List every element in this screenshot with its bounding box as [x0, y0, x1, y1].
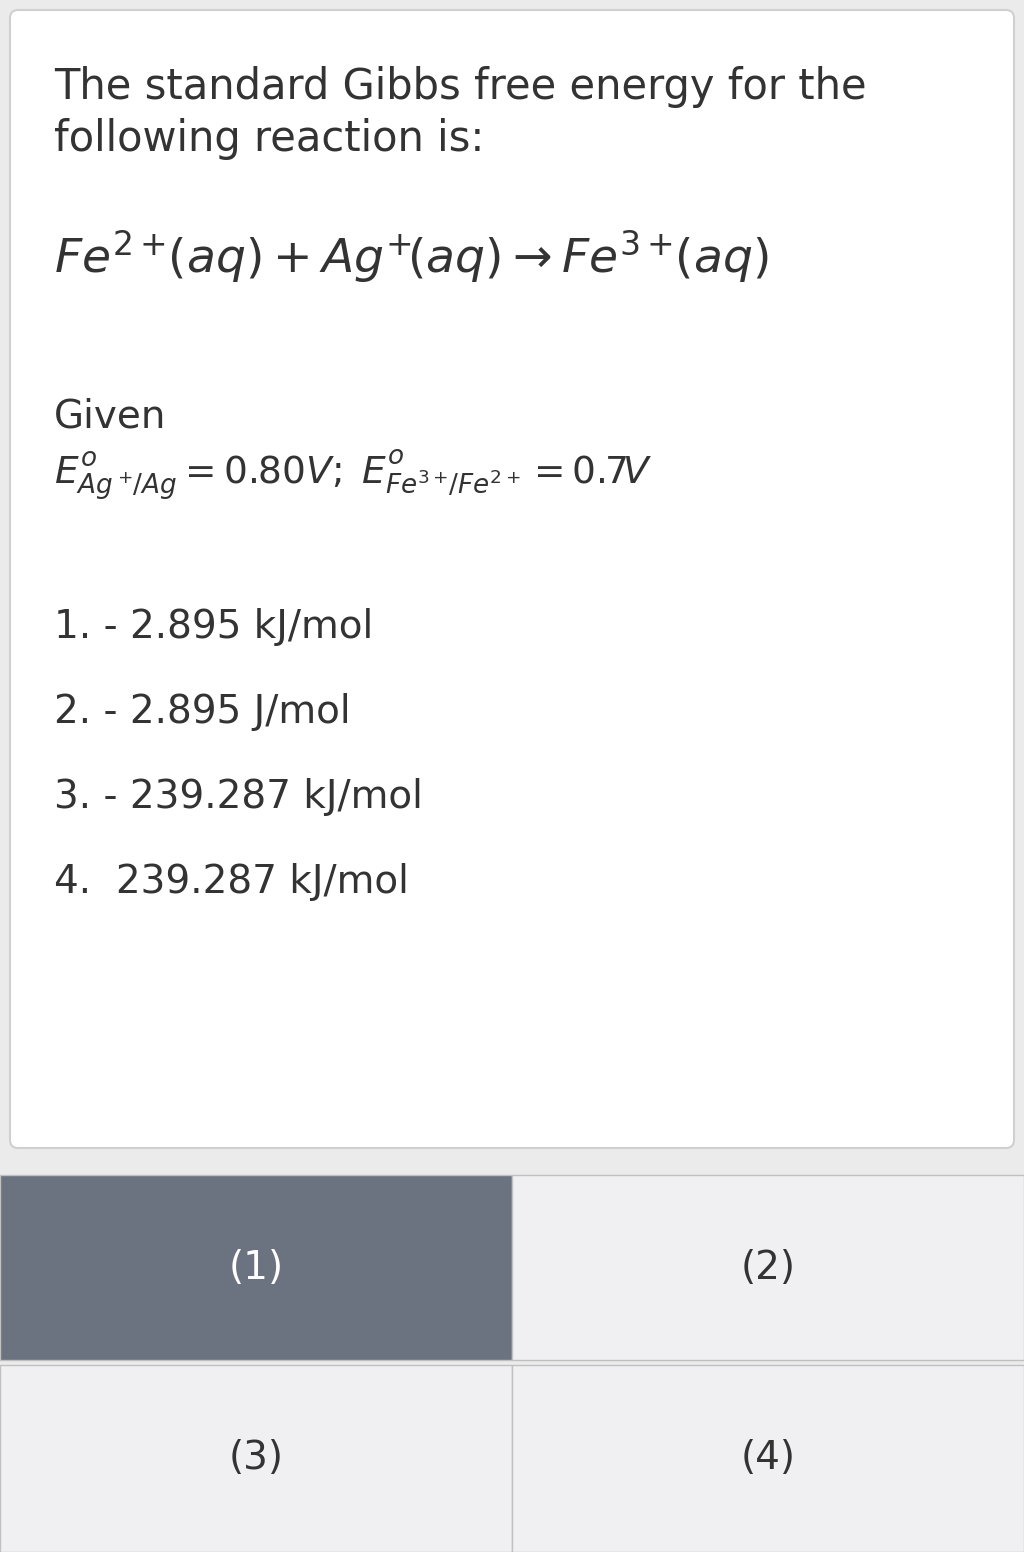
Text: 1. - 2.895 kJ/mol: 1. - 2.895 kJ/mol	[54, 608, 374, 646]
Text: (1): (1)	[228, 1248, 284, 1287]
Text: following reaction is:: following reaction is:	[54, 118, 484, 160]
Bar	[512, 1366, 1024, 1552]
Text: 2. - 2.895 J/mol: 2. - 2.895 J/mol	[54, 694, 350, 731]
Bar	[0, 1366, 512, 1552]
Text: $\mathit{Fe}^{2+}\!(aq) + \mathit{Ag}^{+}\!(aq) \rightarrow \mathit{Fe}^{3+}\!(a: $\mathit{Fe}^{2+}\!(aq) + \mathit{Ag}^{+…	[54, 228, 768, 286]
Bar	[512, 1175, 1024, 1360]
Text: The standard Gibbs free energy for the: The standard Gibbs free energy for the	[54, 67, 866, 109]
Text: 3. - 239.287 kJ/mol: 3. - 239.287 kJ/mol	[54, 778, 423, 816]
Text: Given: Given	[54, 397, 166, 436]
Text: (4): (4)	[740, 1440, 796, 1478]
FancyBboxPatch shape	[10, 9, 1014, 1148]
Text: 4.  239.287 kJ/mol: 4. 239.287 kJ/mol	[54, 863, 409, 902]
Bar	[0, 1175, 512, 1360]
Text: (3): (3)	[228, 1440, 284, 1478]
Text: $E^{o}_{Ag^+\!/Ag} = 0.80V;\; E^{o}_{Fe^{3+}\!/Fe^{2+}} = 0.7V$: $E^{o}_{Ag^+\!/Ag} = 0.80V;\; E^{o}_{Fe^…	[54, 449, 652, 503]
Text: (2): (2)	[740, 1248, 796, 1287]
